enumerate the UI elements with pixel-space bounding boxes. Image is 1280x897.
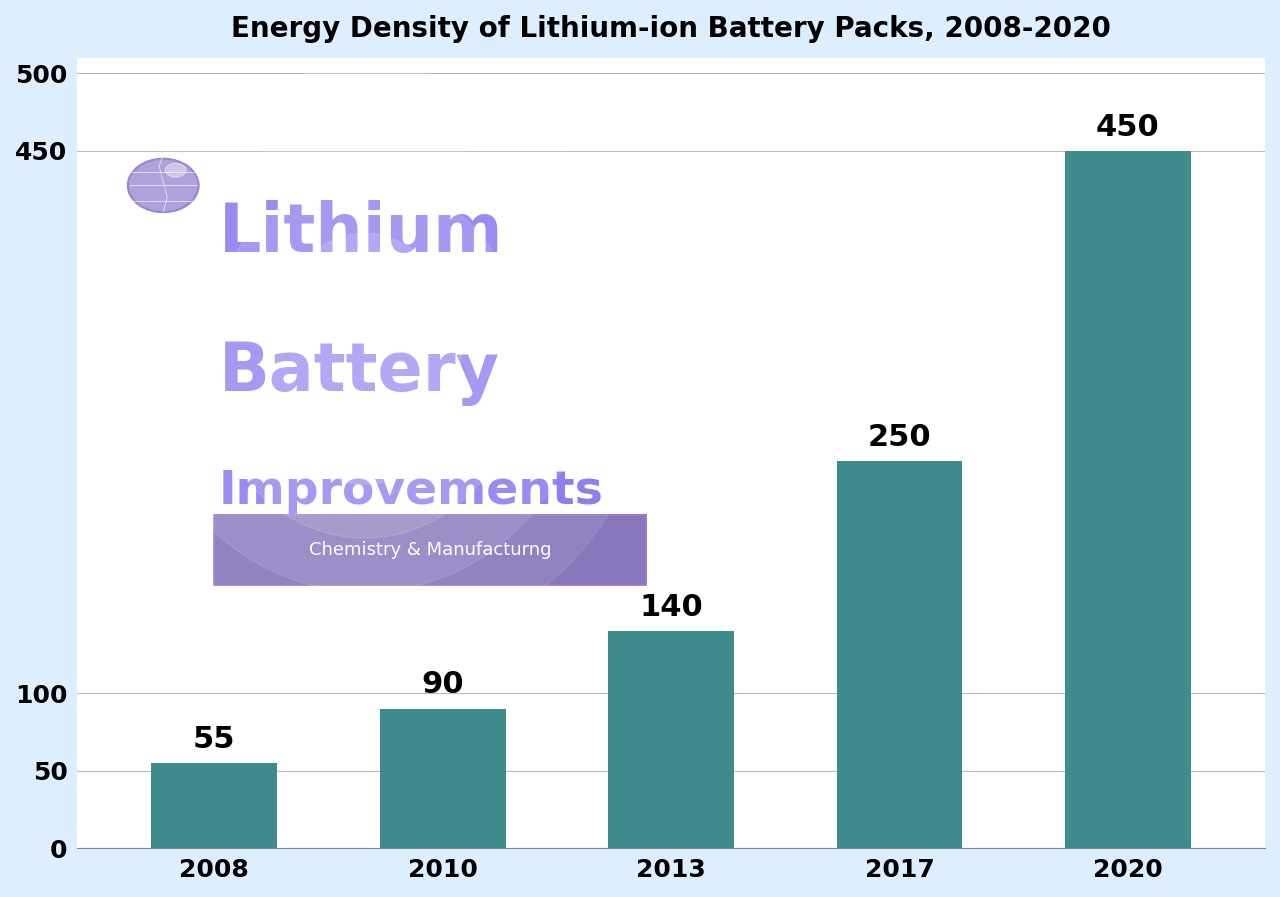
Text: 55: 55 — [193, 725, 236, 753]
Text: Lithium: Lithium — [219, 199, 503, 266]
Text: 140: 140 — [639, 593, 703, 622]
Bar — [837, 461, 963, 849]
Text: Battery: Battery — [219, 340, 500, 406]
Ellipse shape — [128, 159, 198, 213]
Text: Chemistry & Manufacturng: Chemistry & Manufacturng — [308, 541, 552, 559]
Title: Energy Density of Lithium-ion Battery Packs, 2008-2020: Energy Density of Lithium-ion Battery Pa… — [232, 15, 1111, 43]
Text: 90: 90 — [421, 670, 465, 700]
Bar — [380, 709, 506, 849]
Text: Improvements: Improvements — [219, 469, 604, 514]
FancyBboxPatch shape — [214, 515, 646, 585]
Bar — [1065, 151, 1190, 849]
Text: 250: 250 — [868, 422, 932, 451]
Bar — [151, 763, 276, 849]
Ellipse shape — [165, 163, 186, 177]
Text: 450: 450 — [1096, 112, 1160, 142]
Bar — [608, 631, 733, 849]
